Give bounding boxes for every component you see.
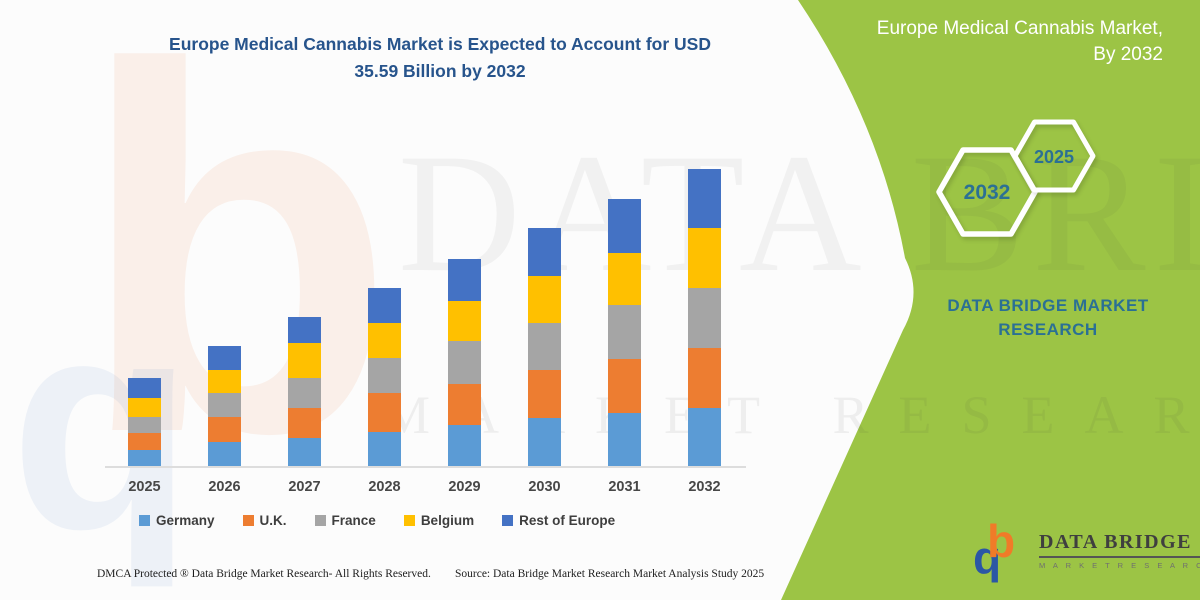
legend-label: Rest of Europe xyxy=(519,513,616,528)
bar-segment-2026-france xyxy=(208,393,241,417)
legend-item-belgium: Belgium xyxy=(403,513,475,528)
bar-segment-2025-france xyxy=(128,416,161,434)
bar-segment-2027-u-k- xyxy=(288,408,321,438)
legend-item-rest-of-europe: Rest of Europe xyxy=(502,513,615,528)
bar-segment-2032-germany xyxy=(688,407,721,466)
bar-segment-2029-rest-of-europe xyxy=(448,259,481,301)
bar-segment-2029-germany xyxy=(448,425,481,466)
legend-swatch xyxy=(242,515,254,526)
x-axis-label-2031: 2031 xyxy=(608,479,641,495)
x-axis-label-2029: 2029 xyxy=(448,479,481,495)
footer-dmca-text: DMCA Protected ® Data Bridge Market Rese… xyxy=(97,568,431,580)
footer-source-text: Source: Data Bridge Market Research Mark… xyxy=(455,568,765,580)
green-panel-brand-text: DATA BRIDGE MARKET RESEARCH xyxy=(947,296,1149,339)
bar-segment-2025-belgium xyxy=(128,397,161,417)
x-axis-line xyxy=(105,466,746,468)
bar-segment-2032-france xyxy=(688,288,721,349)
x-axis-label-2026: 2026 xyxy=(208,479,241,495)
bar-segment-2029-belgium xyxy=(448,300,481,341)
hexagon-2025 xyxy=(1012,119,1096,193)
bar-segment-2030-rest-of-europe xyxy=(528,228,561,276)
logo-wordmark: DATA BRIDGE xyxy=(1039,531,1200,558)
x-axis-label-2025: 2025 xyxy=(128,479,161,495)
green-panel-title: Europe Medical Cannabis Market, By 2032 xyxy=(876,18,1163,65)
bar-segment-2027-germany xyxy=(288,437,321,466)
legend-label: Belgium xyxy=(420,513,475,528)
bar-segment-2031-belgium xyxy=(608,253,641,306)
x-axis-label-2030: 2030 xyxy=(528,479,561,495)
bar-segment-2025-rest-of-europe xyxy=(128,378,161,398)
bar-segment-2030-belgium xyxy=(528,275,561,323)
bar-segment-2029-u-k- xyxy=(448,384,481,426)
x-axis-label-2028: 2028 xyxy=(368,479,401,495)
legend-item-germany: Germany xyxy=(139,513,215,528)
bar-segment-2026-rest-of-europe xyxy=(208,345,241,371)
bar-segment-2030-u-k- xyxy=(528,370,561,419)
x-axis-label-2032: 2032 xyxy=(688,479,721,495)
bar-segment-2032-rest-of-europe xyxy=(688,169,721,229)
bar-segment-2027-belgium xyxy=(288,343,321,379)
logo-tagline: M A R K E T R E S E A R C H xyxy=(1039,561,1200,570)
hexagon-2032-label: 2032 xyxy=(963,181,1011,204)
bar-segment-2028-u-k- xyxy=(368,393,401,432)
legend-swatch xyxy=(403,515,415,526)
logo-b-orange-glyph: b xyxy=(987,515,1016,567)
green-panel-shape xyxy=(781,0,1200,600)
bar-segment-2028-france xyxy=(368,358,401,394)
logo-text-block: DATA BRIDGE M A R K E T R E S E A R C H xyxy=(1039,531,1200,570)
x-axis-label-2027: 2027 xyxy=(288,479,321,495)
legend-label: France xyxy=(331,513,376,528)
chart-title: Europe Medical Cannabis Market is Expect… xyxy=(169,34,711,82)
hexagon-year-badges xyxy=(936,119,1096,237)
bar-segment-2026-u-k- xyxy=(208,416,241,442)
bar-segment-2027-rest-of-europe xyxy=(288,316,321,344)
legend-swatch xyxy=(139,515,150,526)
hexagon-2025-label: 2025 xyxy=(1033,147,1075,167)
bar-segment-2028-rest-of-europe xyxy=(368,287,401,324)
legend-label: U.K. xyxy=(259,513,287,528)
legend-item-u-k-: U.K. xyxy=(242,513,287,528)
bar-segment-2032-u-k- xyxy=(688,348,721,408)
legend-swatch xyxy=(314,515,326,526)
legend-swatch xyxy=(502,515,514,526)
bar-segment-2032-belgium xyxy=(688,228,721,289)
bar-segment-2030-france xyxy=(528,322,561,371)
bar-segment-2028-germany xyxy=(368,431,401,466)
data-bridge-logo: b b DATA BRIDGE M A R K E T R E S E A R … xyxy=(973,515,1200,594)
bar-segment-2028-belgium xyxy=(368,323,401,359)
bar-segment-2031-rest-of-europe xyxy=(608,199,641,254)
logo-mark: b b xyxy=(973,515,1035,594)
bar-segment-2029-france xyxy=(448,340,481,385)
bar-segment-2025-germany xyxy=(128,450,161,466)
legend-label: Germany xyxy=(156,513,215,528)
bar-segment-2026-belgium xyxy=(208,370,241,394)
legend-item-france: France xyxy=(314,513,376,528)
chart-legend: Germany U.K. France Belgium Rest of Europe xyxy=(139,513,615,528)
bar-segment-2031-germany xyxy=(608,413,641,466)
bar-segment-2025-u-k- xyxy=(128,433,161,451)
bar-segment-2030-germany xyxy=(528,418,561,466)
bar-segment-2026-germany xyxy=(208,441,241,466)
bar-segment-2027-france xyxy=(288,378,321,409)
bar-segment-2031-u-k- xyxy=(608,359,641,414)
bar-segment-2031-france xyxy=(608,305,641,360)
